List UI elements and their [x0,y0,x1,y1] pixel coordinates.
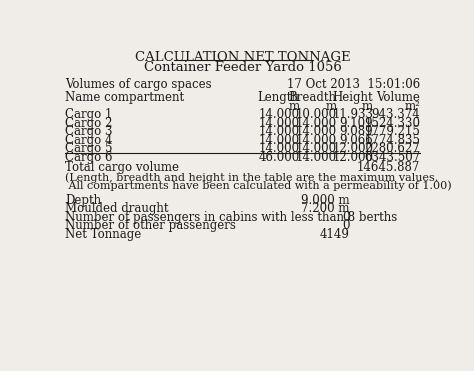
Text: 14.000: 14.000 [258,134,300,147]
Text: 14.000: 14.000 [296,117,337,130]
Text: Length: Length [258,92,300,105]
Text: All compartments have been calculated with a permeability of 1.00): All compartments have been calculated wi… [65,180,452,191]
Text: 14.000: 14.000 [258,142,300,155]
Text: Cargo 4: Cargo 4 [65,134,113,147]
Text: Cargo 3: Cargo 3 [65,125,113,138]
Text: Volume: Volume [376,92,420,105]
Text: 1524.330: 1524.330 [365,117,420,130]
Text: m: m [288,100,300,113]
Text: (Length, breadth and height in the table are the maximum values.: (Length, breadth and height in the table… [65,173,439,183]
Text: Total cargo volume: Total cargo volume [65,161,180,174]
Text: 14.000: 14.000 [296,142,337,155]
Text: 0: 0 [342,211,350,224]
Text: 14.000: 14.000 [258,117,300,130]
Text: Net Tonnage: Net Tonnage [65,228,142,241]
Text: 10.000: 10.000 [296,108,337,121]
Text: 6343.507: 6343.507 [364,151,420,164]
Text: 9.066: 9.066 [339,134,373,147]
Text: 1774.835: 1774.835 [365,134,420,147]
Text: 9.000 m: 9.000 m [301,194,350,207]
Text: Depth: Depth [65,194,101,207]
Text: Name compartment: Name compartment [65,92,184,105]
Text: 12.000: 12.000 [332,142,373,155]
Text: Cargo 2: Cargo 2 [65,117,113,130]
Text: 14645.887: 14645.887 [357,161,420,174]
Text: Cargo 5: Cargo 5 [65,142,113,155]
Text: Cargo 6: Cargo 6 [65,151,113,164]
Text: 46.000: 46.000 [258,151,300,164]
Text: 14.000: 14.000 [258,125,300,138]
Text: Volumes of cargo spaces: Volumes of cargo spaces [65,78,212,91]
Text: 4149: 4149 [320,228,350,241]
Text: Cargo 1: Cargo 1 [65,108,113,121]
Text: Height: Height [332,92,373,105]
Text: 9.089: 9.089 [339,125,373,138]
Text: m²: m² [404,100,420,113]
Text: Number of other passengers: Number of other passengers [65,219,237,232]
Text: 2280.627: 2280.627 [365,142,420,155]
Text: 943.374: 943.374 [372,108,420,121]
Text: 1779.215: 1779.215 [365,125,420,138]
Text: 14.000: 14.000 [258,108,300,121]
Text: 9.109: 9.109 [339,117,373,130]
Text: 12.000: 12.000 [332,151,373,164]
Text: Moulded draught: Moulded draught [65,202,169,216]
Text: Container Feeder Yardo 1056: Container Feeder Yardo 1056 [144,62,342,75]
Text: 14.000: 14.000 [296,125,337,138]
Text: 14.000: 14.000 [296,151,337,164]
Text: m: m [362,100,373,113]
Text: 0: 0 [342,219,350,232]
Text: 17 Oct 2013  15:01:06: 17 Oct 2013 15:01:06 [287,78,420,91]
Text: Breadth: Breadth [289,92,337,105]
Text: 7.200 m: 7.200 m [301,202,350,216]
Text: 14.000: 14.000 [296,134,337,147]
Text: CALCULATION NET TONNAGE: CALCULATION NET TONNAGE [135,52,351,65]
Text: m: m [326,100,337,113]
Text: 11.933: 11.933 [332,108,373,121]
Text: Number of passengers in cabins with less than 8 berths: Number of passengers in cabins with less… [65,211,398,224]
